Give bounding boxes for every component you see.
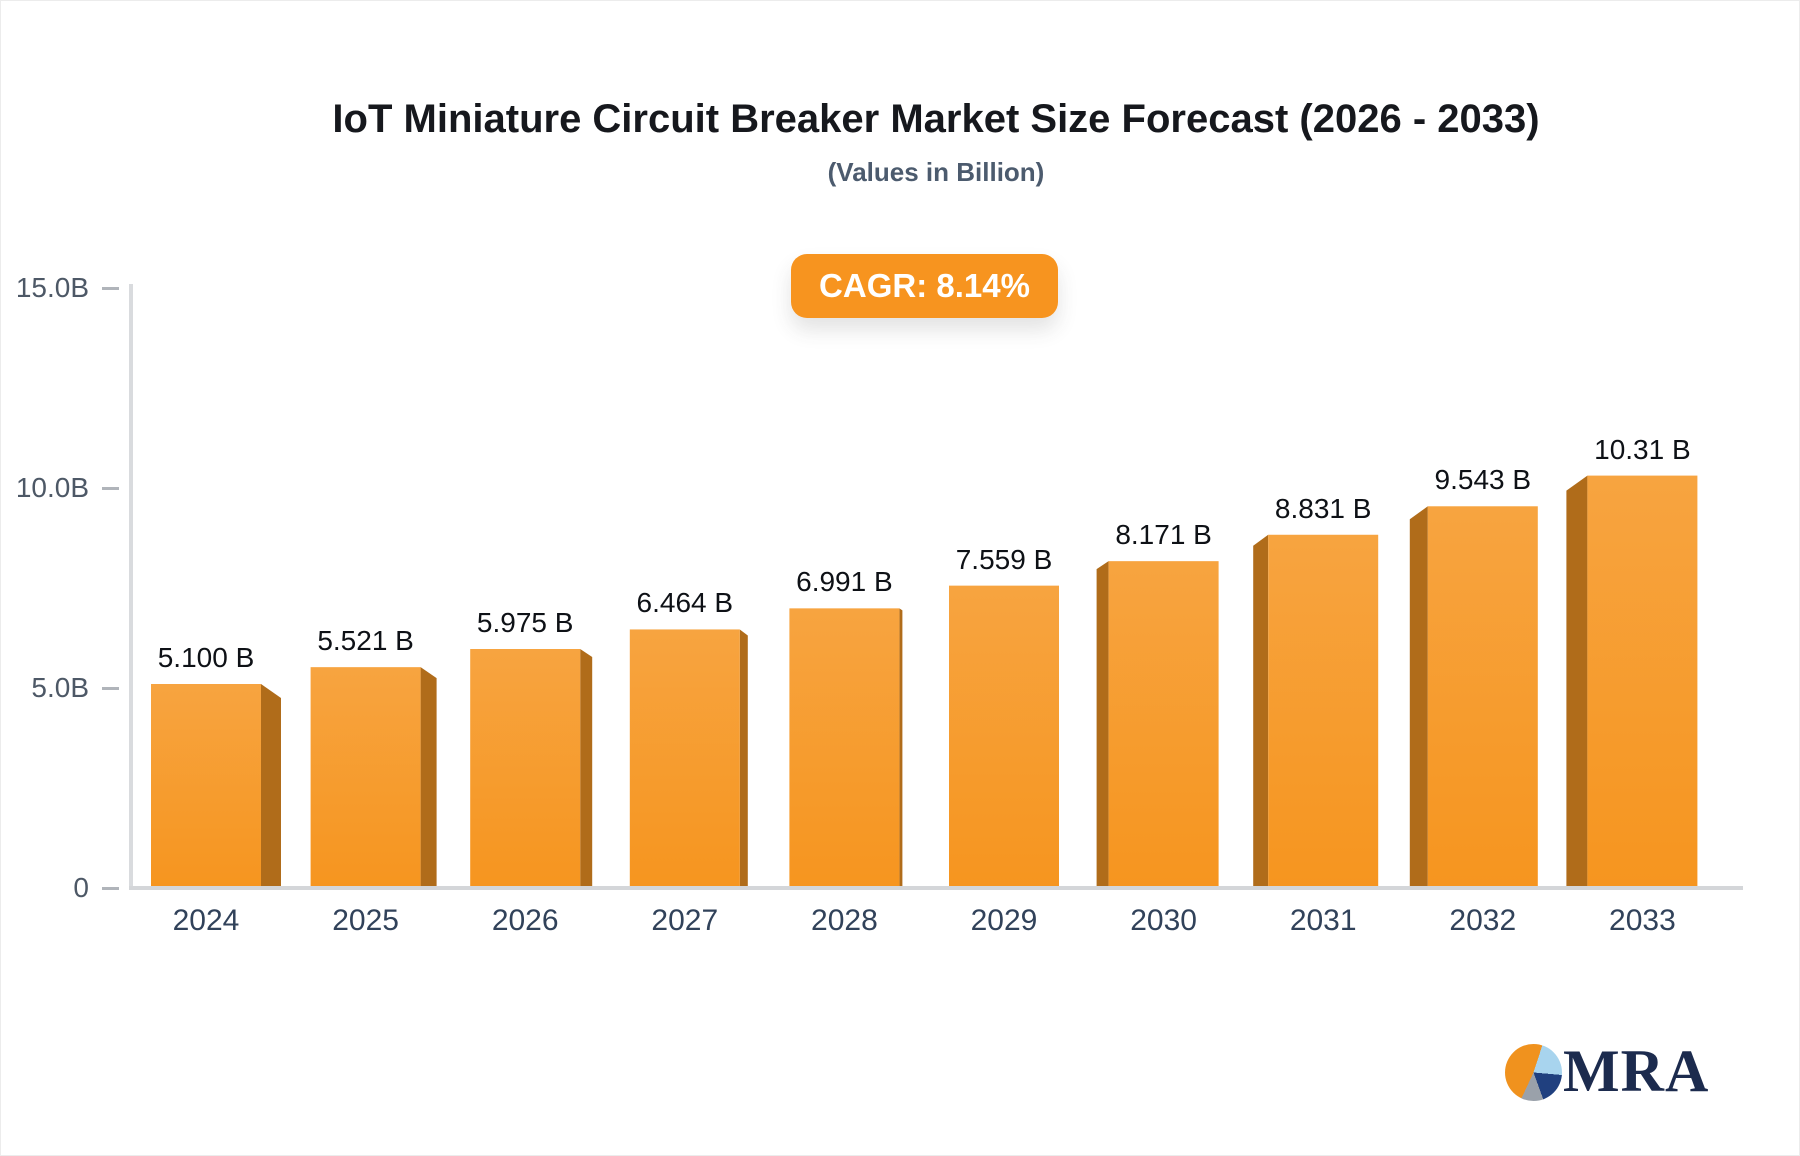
bar-2033 bbox=[1566, 475, 1698, 888]
bar-face bbox=[151, 684, 261, 888]
y-tick-mark bbox=[102, 687, 119, 690]
bar-value-label: 7.559 B bbox=[955, 543, 1053, 575]
bar-3d-side bbox=[420, 667, 437, 888]
bar-2025 bbox=[310, 667, 437, 888]
x-tick-label: 2025 bbox=[332, 904, 399, 937]
x-tick-label: 2029 bbox=[970, 904, 1038, 937]
x-tick-label: 2031 bbox=[1289, 904, 1357, 937]
bar-value-label: 8.831 B bbox=[1274, 492, 1372, 524]
bar-3d-side bbox=[1096, 561, 1109, 888]
bar-3d-side bbox=[261, 684, 281, 888]
logo-text: MRA bbox=[1563, 1038, 1710, 1104]
x-axis-line bbox=[129, 886, 1743, 890]
bar-value-label: 10.31 B bbox=[1594, 433, 1691, 465]
y-tick-label: 15.0B bbox=[15, 272, 89, 303]
x-tick-label: 2027 bbox=[651, 904, 719, 937]
bar-value-label: 5.975 B bbox=[476, 607, 574, 638]
bar-3d-side bbox=[1409, 506, 1428, 888]
bar-face bbox=[629, 629, 740, 888]
y-tick-mark bbox=[102, 487, 119, 490]
bar-3d-side bbox=[580, 649, 593, 888]
bar-2030 bbox=[1096, 561, 1219, 888]
bar-face bbox=[310, 667, 421, 888]
chart-subtitle: (Values in Billion) bbox=[827, 157, 1045, 187]
bar-face bbox=[1427, 506, 1538, 888]
bar-3d-side bbox=[1566, 475, 1588, 888]
x-tick-label: 2032 bbox=[1449, 904, 1517, 937]
bar-2029 bbox=[949, 585, 1059, 888]
pie-chart-logo-icon bbox=[1505, 1044, 1562, 1101]
cagr-badge: CAGR: 8.14% bbox=[791, 254, 1058, 318]
bar-face bbox=[1587, 475, 1698, 888]
cagr-badge-label: CAGR: 8.14% bbox=[819, 267, 1030, 304]
bar-3d-side bbox=[1253, 534, 1269, 888]
x-tick-label: 2030 bbox=[1130, 904, 1197, 937]
y-tick-label: 10.0B bbox=[15, 472, 89, 503]
y-tick-label: 0 bbox=[73, 872, 89, 903]
bar-3d-side bbox=[899, 608, 903, 888]
x-tick-label: 2028 bbox=[811, 904, 878, 937]
bar-value-label: 8.171 B bbox=[1115, 519, 1212, 551]
x-tick-label: 2033 bbox=[1609, 904, 1676, 937]
bar-face bbox=[470, 649, 581, 888]
logo: MRA bbox=[1503, 1037, 1743, 1107]
y-tick-mark bbox=[102, 887, 119, 890]
bar-3d-side bbox=[739, 629, 748, 888]
bar-2024 bbox=[151, 684, 281, 888]
y-tick-mark bbox=[102, 287, 119, 290]
y-tick-label: 5.0B bbox=[31, 672, 89, 703]
bar-value-label: 5.100 B bbox=[157, 642, 255, 673]
chart-title: IoT Miniature Circuit Breaker Market Siz… bbox=[332, 97, 1540, 141]
bar-face bbox=[1108, 561, 1219, 888]
bar-value-label: 6.464 B bbox=[636, 587, 734, 619]
bar-2028 bbox=[789, 608, 903, 888]
bar-2032 bbox=[1409, 506, 1538, 888]
bar-value-label: 9.543 B bbox=[1434, 464, 1532, 496]
bar-2027 bbox=[629, 629, 748, 888]
bar-face bbox=[949, 585, 1059, 888]
bar-value-label: 5.521 B bbox=[317, 625, 414, 657]
x-tick-label: 2026 bbox=[491, 904, 559, 937]
bar-face bbox=[789, 608, 900, 888]
y-axis-line bbox=[129, 284, 133, 890]
bar-value-label: 6.991 B bbox=[796, 566, 893, 598]
bar-face bbox=[1268, 534, 1379, 888]
bar-2026 bbox=[470, 649, 593, 888]
bar-2031 bbox=[1253, 534, 1379, 888]
x-tick-label: 2024 bbox=[172, 904, 240, 937]
